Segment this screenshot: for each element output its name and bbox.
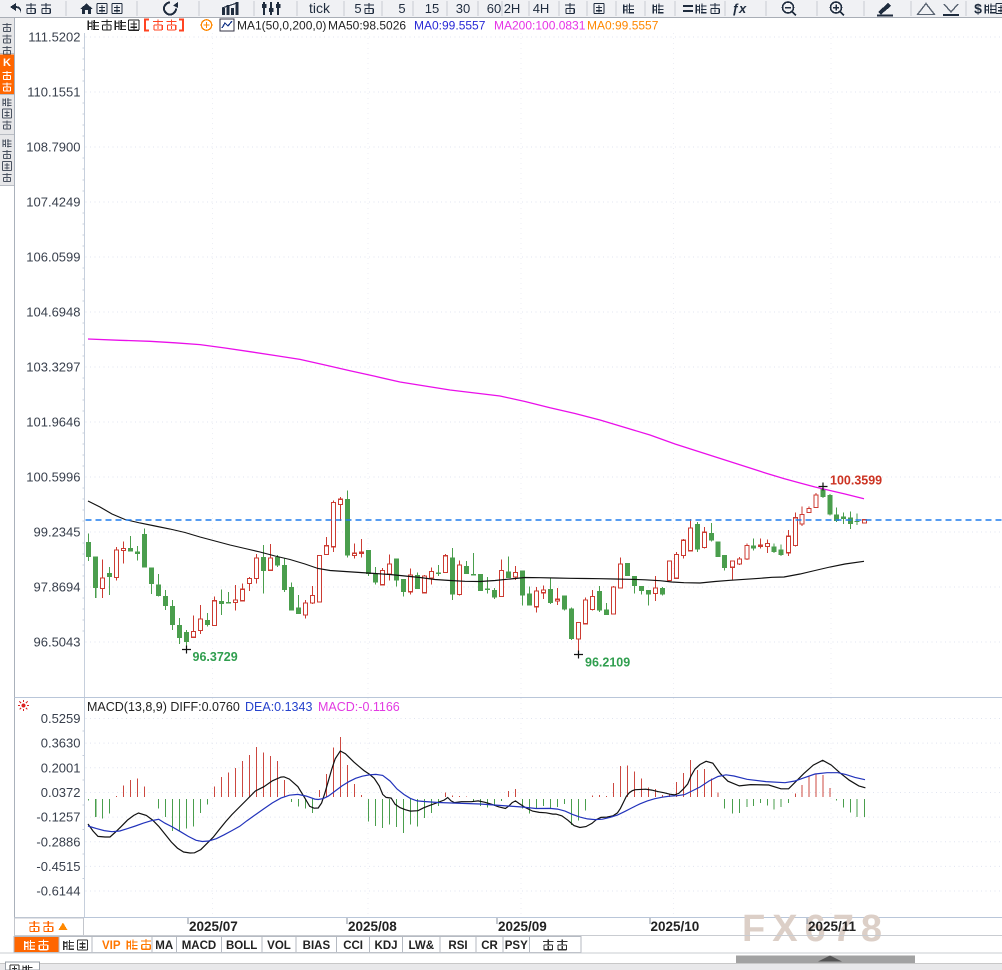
svg-text:-0.1257: -0.1257 — [36, 810, 80, 825]
svg-text:99.2345: 99.2345 — [34, 525, 81, 540]
svg-text:-0.6144: -0.6144 — [36, 884, 80, 899]
svg-text:5: 5 — [398, 1, 405, 16]
svg-text:MA200:100.0831: MA200:100.0831 — [494, 19, 586, 33]
svg-text:MACD(13,8,9) DIFF:0.0760: MACD(13,8,9) DIFF:0.0760 — [87, 700, 240, 714]
svg-text:108.7900: 108.7900 — [26, 140, 80, 155]
svg-text:BIAS: BIAS — [303, 940, 331, 952]
svg-text:$: $ — [974, 1, 982, 17]
svg-text:RSI: RSI — [448, 940, 467, 952]
svg-text:0.3630: 0.3630 — [41, 736, 81, 751]
svg-text:0.5259: 0.5259 — [41, 711, 81, 726]
svg-text:110.1551: 110.1551 — [27, 85, 80, 100]
svg-text:MA0:99.5557: MA0:99.5557 — [414, 19, 486, 33]
svg-text:4H: 4H — [533, 1, 550, 16]
svg-text:2025/09: 2025/09 — [498, 919, 547, 934]
svg-text:97.8694: 97.8694 — [34, 580, 81, 595]
svg-text:KDJ: KDJ — [375, 940, 398, 952]
svg-text:106.0599: 106.0599 — [26, 250, 80, 265]
svg-text:MA1(50,0,200,0): MA1(50,0,200,0) — [237, 19, 326, 33]
svg-text:101.9646: 101.9646 — [26, 415, 80, 430]
svg-text:2025/08: 2025/08 — [348, 919, 397, 934]
svg-text:PSY: PSY — [505, 940, 528, 952]
svg-text:96.5043: 96.5043 — [34, 635, 81, 650]
svg-text:CCI: CCI — [343, 940, 363, 952]
svg-text:VOL: VOL — [267, 940, 291, 952]
svg-text:MA: MA — [155, 940, 173, 952]
svg-text:LW&: LW& — [408, 940, 434, 952]
svg-text:96.3729: 96.3729 — [193, 650, 238, 664]
svg-text:5: 5 — [354, 1, 361, 16]
svg-text:30: 30 — [456, 1, 470, 16]
svg-text:ƒx: ƒx — [732, 1, 747, 16]
svg-text:-0.4515: -0.4515 — [36, 859, 80, 874]
svg-text:104.6948: 104.6948 — [26, 305, 80, 320]
svg-text:BOLL: BOLL — [226, 940, 257, 952]
svg-text:FX678: FX678 — [742, 908, 889, 950]
svg-text:K: K — [3, 57, 11, 69]
svg-text:2H: 2H — [504, 1, 521, 16]
svg-text:MA0:99.5557: MA0:99.5557 — [587, 19, 659, 33]
svg-text:MACD:-0.1166: MACD:-0.1166 — [318, 700, 400, 714]
svg-text:tick: tick — [309, 0, 331, 16]
svg-text:100.5996: 100.5996 — [26, 470, 80, 485]
svg-text:15: 15 — [425, 1, 439, 16]
svg-text:60: 60 — [487, 1, 501, 16]
svg-text:CR: CR — [481, 940, 498, 952]
svg-text:0.2001: 0.2001 — [41, 760, 81, 775]
svg-text:MACD: MACD — [182, 940, 217, 952]
svg-text:0.0372: 0.0372 — [41, 785, 81, 800]
svg-text:103.3297: 103.3297 — [26, 360, 80, 375]
svg-text:100.3599: 100.3599 — [830, 474, 882, 488]
svg-text:MA50:98.5026: MA50:98.5026 — [328, 19, 406, 33]
svg-text:-0.2886: -0.2886 — [36, 834, 80, 849]
svg-text:2025/11: 2025/11 — [808, 919, 857, 934]
svg-text:DEA:0.1343: DEA:0.1343 — [245, 700, 312, 714]
svg-text:2025/10: 2025/10 — [651, 919, 700, 934]
svg-text:VIP: VIP — [102, 940, 121, 952]
svg-text:111.5202: 111.5202 — [28, 30, 80, 45]
svg-text:107.4249: 107.4249 — [26, 195, 80, 210]
svg-text:96.2109: 96.2109 — [585, 656, 630, 670]
svg-text:2025/07: 2025/07 — [189, 919, 238, 934]
